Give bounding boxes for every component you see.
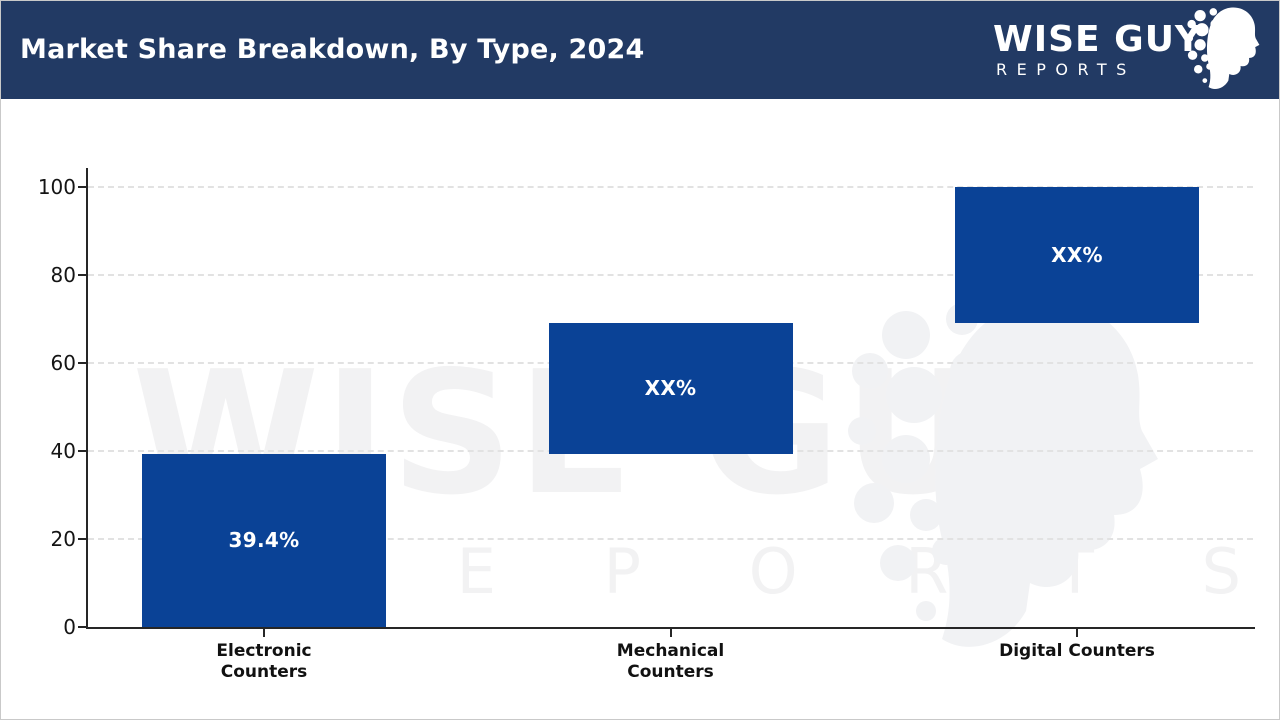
bar-1: 39.4% [142, 453, 386, 627]
bar-value-label: XX% [644, 376, 697, 401]
category-label-line: Mechanical [616, 641, 725, 661]
x-tick [263, 629, 265, 637]
watermark-text-reports: R E P O R T S [306, 535, 1280, 608]
brand-subtitle: REPORTS [995, 59, 1136, 79]
category-label: Mechanical Counters [511, 641, 831, 683]
y-tick-label: 60 [50, 351, 76, 375]
app-header: Market Share Breakdown, By Type, 2024 WI… [0, 0, 1280, 99]
gridline [88, 274, 1253, 276]
dotted-face-profile-icon [1186, 6, 1260, 89]
y-tick [78, 626, 87, 628]
gridline [88, 186, 1253, 188]
bar-2: XX% [548, 322, 793, 454]
y-tick-label: 80 [50, 263, 76, 287]
y-tick-label: 0 [63, 615, 76, 639]
category-label-line: Digital Counters [999, 641, 1155, 661]
y-tick [78, 186, 87, 188]
y-tick [78, 538, 87, 540]
x-tick [1076, 629, 1078, 637]
category-label-line: Counters [220, 662, 308, 682]
y-axis [86, 168, 88, 629]
category-label-line: Counters [627, 662, 714, 682]
y-tick [78, 362, 87, 364]
brand-name: WISE GUY [992, 18, 1202, 60]
category-label: Digital Counters [917, 641, 1237, 662]
page-title: Market Share Breakdown, By Type, 2024 [20, 34, 645, 65]
bar-3: XX% [955, 187, 1199, 323]
category-label: Electronic Counters [104, 641, 424, 683]
y-tick [78, 450, 87, 452]
bar-value-label: 39.4% [228, 528, 300, 553]
gridline [88, 538, 1253, 540]
category-label-line: Electronic [216, 641, 312, 661]
x-tick [669, 629, 672, 637]
brand-logo-text: WISE GUY REPORTS [992, 18, 1202, 79]
y-tick-label: 100 [37, 175, 76, 199]
x-axis [86, 627, 1255, 629]
dotted-face-profile-watermark-icon [848, 300, 1158, 647]
brand-logo: WISE GUY REPORTS [993, 5, 1266, 95]
bar-value-label: XX% [1051, 242, 1103, 267]
y-tick-label: 20 [50, 527, 76, 551]
y-tick [78, 274, 87, 276]
y-tick-label: 40 [50, 439, 76, 463]
